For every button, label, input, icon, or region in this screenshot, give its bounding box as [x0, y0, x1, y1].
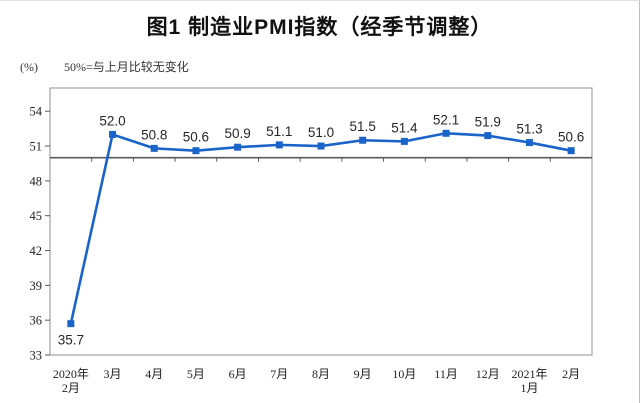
data-label: 51.5	[350, 119, 376, 134]
data-label: 52.0	[99, 113, 125, 128]
data-point-marker	[525, 139, 533, 147]
data-label: 51.4	[391, 120, 418, 135]
x-axis-category-label: 7月	[270, 367, 288, 381]
reference-note: 50%=与上月比较无变化	[64, 60, 189, 74]
pmi-series-line	[69, 131, 572, 324]
x-axis-category-label: 2月	[562, 367, 580, 381]
data-label: 50.6	[558, 130, 584, 145]
data-label: 50.8	[141, 127, 167, 142]
data-label: 51.3	[516, 122, 542, 137]
data-label: 35.7	[58, 333, 84, 348]
y-axis-tick-label: 33	[30, 349, 43, 363]
x-axis-category-label: 2月	[62, 381, 80, 395]
data-point-marker	[192, 147, 200, 155]
x-axis-category-label: 10月	[392, 367, 416, 381]
data-label: 51.1	[266, 124, 292, 139]
data-label: 51.9	[475, 115, 501, 130]
x-axis-category-label: 5月	[187, 367, 205, 381]
x-axis-category-label: 3月	[104, 367, 122, 381]
x-axis-category-label: 2020年	[53, 367, 89, 381]
data-point-marker	[67, 320, 75, 328]
y-axis-tick-label: 48	[30, 174, 43, 188]
x-axis-category-label: 8月	[312, 367, 330, 381]
data-label: 50.9	[224, 126, 250, 141]
data-point-marker	[484, 132, 492, 140]
chart-subtitle-row: (%) 50%=与上月比较无变化	[20, 58, 189, 75]
chart-title: 图1 制造业PMI指数（经季节调整）	[146, 16, 493, 39]
x-axis-category-label: 2021年	[511, 367, 547, 381]
plot-area-border	[49, 87, 593, 356]
data-point-marker	[317, 142, 325, 150]
data-point-marker	[150, 144, 158, 152]
x-axis-category-label: 9月	[354, 367, 372, 381]
data-point-marker	[109, 130, 117, 138]
data-label: 51.0	[308, 125, 334, 140]
x-axis-category-label: 11月	[434, 367, 458, 381]
x-axis-category-label: 12月	[476, 367, 500, 381]
data-point-marker	[400, 137, 408, 145]
x-axis-category-label: 4月	[145, 367, 163, 381]
x-axis-category-label: 6月	[229, 367, 247, 381]
data-point-marker	[234, 143, 242, 151]
data-label: 50.6	[183, 130, 209, 145]
data-point-marker	[359, 136, 367, 144]
data-point-marker	[442, 129, 450, 137]
data-point-marker	[567, 147, 575, 155]
y-axis-tick-label: 54	[30, 105, 43, 119]
x-axis-category-label: 1月	[520, 381, 538, 395]
y-axis-tick-label: 42	[30, 244, 43, 258]
data-point-marker	[275, 141, 283, 149]
y-axis-tick-label: 51	[30, 140, 43, 154]
y-axis-unit-label: (%)	[20, 60, 38, 74]
y-axis-tick-label: 36	[30, 314, 43, 328]
data-label: 52.1	[433, 112, 459, 127]
y-axis-tick-label: 45	[30, 209, 43, 223]
y-axis-tick-label: 39	[30, 279, 43, 293]
